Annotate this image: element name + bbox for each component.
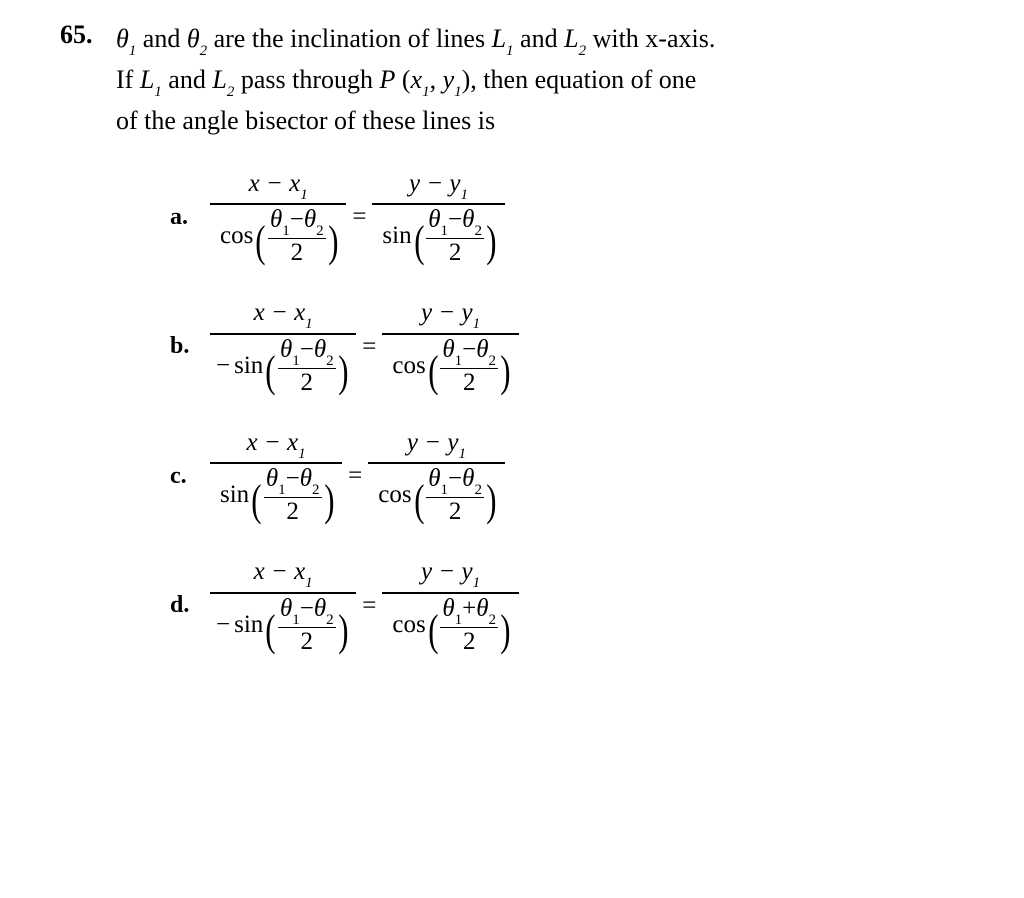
fraction-left: x − x1 − sin(θ1−θ22) [210, 299, 356, 395]
options: a. x − x1 cos(θ1−θ22) = y − y1 sin(θ1−θ2… [170, 170, 984, 654]
option-a: a. x − x1 cos(θ1−θ22) = y − y1 sin(θ1−θ2… [170, 170, 984, 266]
txt: ), then equation of one [462, 65, 697, 94]
txt: pass through [234, 65, 379, 94]
equation: x − x1 − sin(θ1−θ22) = y − y1 cos(θ1+θ22… [210, 558, 519, 654]
fraction-right: y − y1 cos(θ1−θ22) [382, 299, 518, 395]
y1: y1 [443, 65, 462, 94]
fraction-right: y − y1 cos(θ1+θ22) [382, 558, 518, 654]
L1: L1 [492, 24, 514, 53]
option-label: b. [170, 333, 210, 360]
option-label: c. [170, 463, 210, 490]
equation: x − x1 − sin(θ1−θ22) = y − y1 cos(θ1−θ22… [210, 299, 519, 395]
question-text: θ1 and θ2 are the inclination of lines L… [116, 20, 715, 140]
equation: x − x1 cos(θ1−θ22) = y − y1 sin(θ1−θ22) [210, 170, 505, 266]
fraction-left: x − x1 sin(θ1−θ22) [210, 429, 342, 525]
theta1: θ1 [116, 24, 136, 53]
txt: and [162, 65, 213, 94]
option-label: a. [170, 204, 210, 231]
L2b: L2 [212, 65, 234, 94]
x1: x1 [411, 65, 430, 94]
equation: x − x1 sin(θ1−θ22) = y − y1 cos(θ1−θ22) [210, 429, 505, 525]
option-label: d. [170, 592, 210, 619]
L2: L2 [564, 24, 586, 53]
txt: with x-axis. [586, 24, 715, 53]
txt: are the inclination of lines [207, 24, 491, 53]
question-row: 65. θ1 and θ2 are the inclination of lin… [60, 20, 984, 140]
txt: , [430, 65, 443, 94]
question-number: 65. [60, 20, 116, 50]
P: P [379, 65, 395, 94]
theta2: θ2 [187, 24, 207, 53]
option-c: c. x − x1 sin(θ1−θ22) = y − y1 cos(θ1−θ2… [170, 429, 984, 525]
txt: ( [395, 65, 410, 94]
fraction-right: y − y1 cos(θ1−θ22) [368, 429, 504, 525]
txt: If [116, 65, 140, 94]
txt: and [136, 24, 187, 53]
option-b: b. x − x1 − sin(θ1−θ22) = y − y1 cos(θ1−… [170, 299, 984, 395]
option-d: d. x − x1 − sin(θ1−θ22) = y − y1 cos(θ1+… [170, 558, 984, 654]
fraction-right: y − y1 sin(θ1−θ22) [372, 170, 504, 266]
fraction-left: x − x1 cos(θ1−θ22) [210, 170, 346, 266]
txt: and [514, 24, 565, 53]
txt: of the angle bisector of these lines is [116, 106, 495, 135]
L1b: L1 [140, 65, 162, 94]
fraction-left: x − x1 − sin(θ1−θ22) [210, 558, 356, 654]
